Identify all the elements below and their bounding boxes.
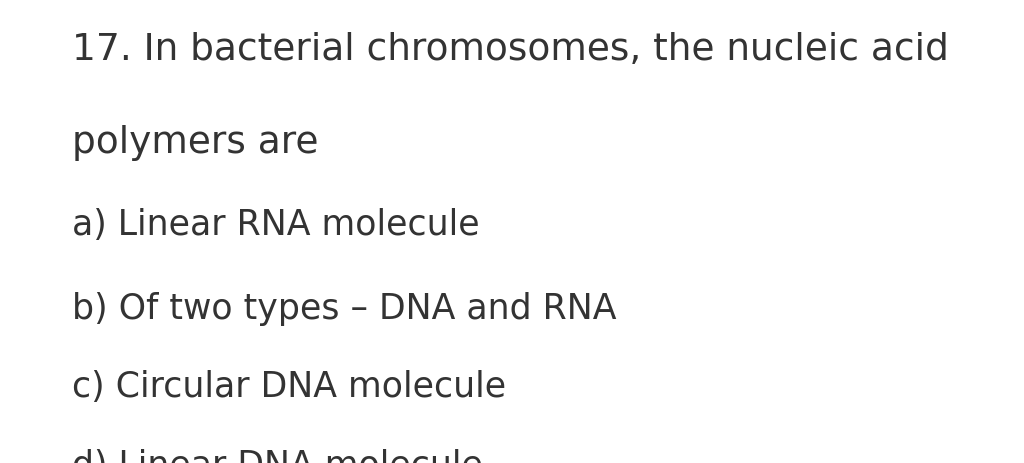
Text: c) Circular DNA molecule: c) Circular DNA molecule <box>72 370 506 404</box>
Text: polymers are: polymers are <box>72 125 318 161</box>
Text: b) Of two types – DNA and RNA: b) Of two types – DNA and RNA <box>72 292 616 325</box>
Text: d) Linear DNA molecule: d) Linear DNA molecule <box>72 449 482 463</box>
Text: a) Linear RNA molecule: a) Linear RNA molecule <box>72 208 479 242</box>
Text: 17. In bacterial chromosomes, the nucleic acid: 17. In bacterial chromosomes, the nuclei… <box>72 32 948 69</box>
